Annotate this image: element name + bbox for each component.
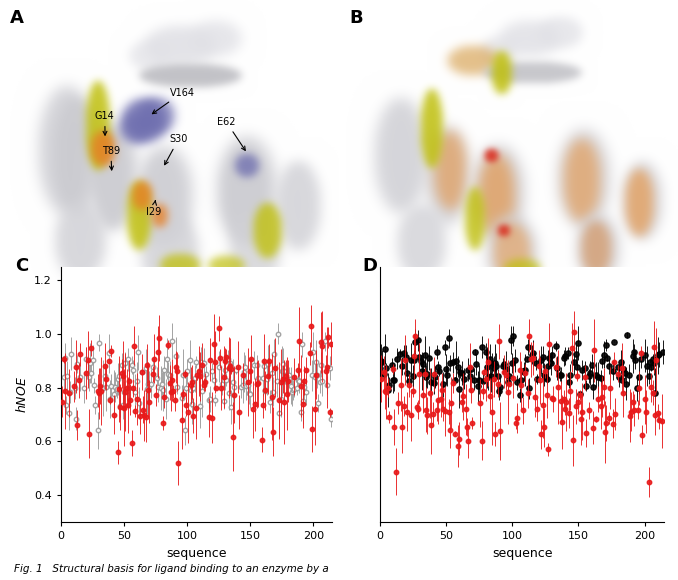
Text: C: C bbox=[15, 256, 28, 274]
Text: E62: E62 bbox=[217, 117, 245, 150]
Y-axis label: $h$NOE: $h$NOE bbox=[15, 376, 28, 413]
Text: V164: V164 bbox=[153, 88, 195, 114]
Text: G14: G14 bbox=[95, 111, 115, 135]
Text: S30: S30 bbox=[165, 134, 188, 165]
Text: I29: I29 bbox=[146, 201, 161, 216]
X-axis label: sequence: sequence bbox=[166, 546, 227, 560]
Text: Fig. 1   Structural basis for ligand binding to an enzyme by a: Fig. 1 Structural basis for ligand bindi… bbox=[14, 564, 328, 574]
Text: D: D bbox=[363, 256, 378, 274]
Text: B: B bbox=[349, 9, 363, 27]
Text: A: A bbox=[10, 9, 24, 27]
Text: T89: T89 bbox=[102, 146, 120, 170]
X-axis label: sequence: sequence bbox=[492, 546, 553, 560]
